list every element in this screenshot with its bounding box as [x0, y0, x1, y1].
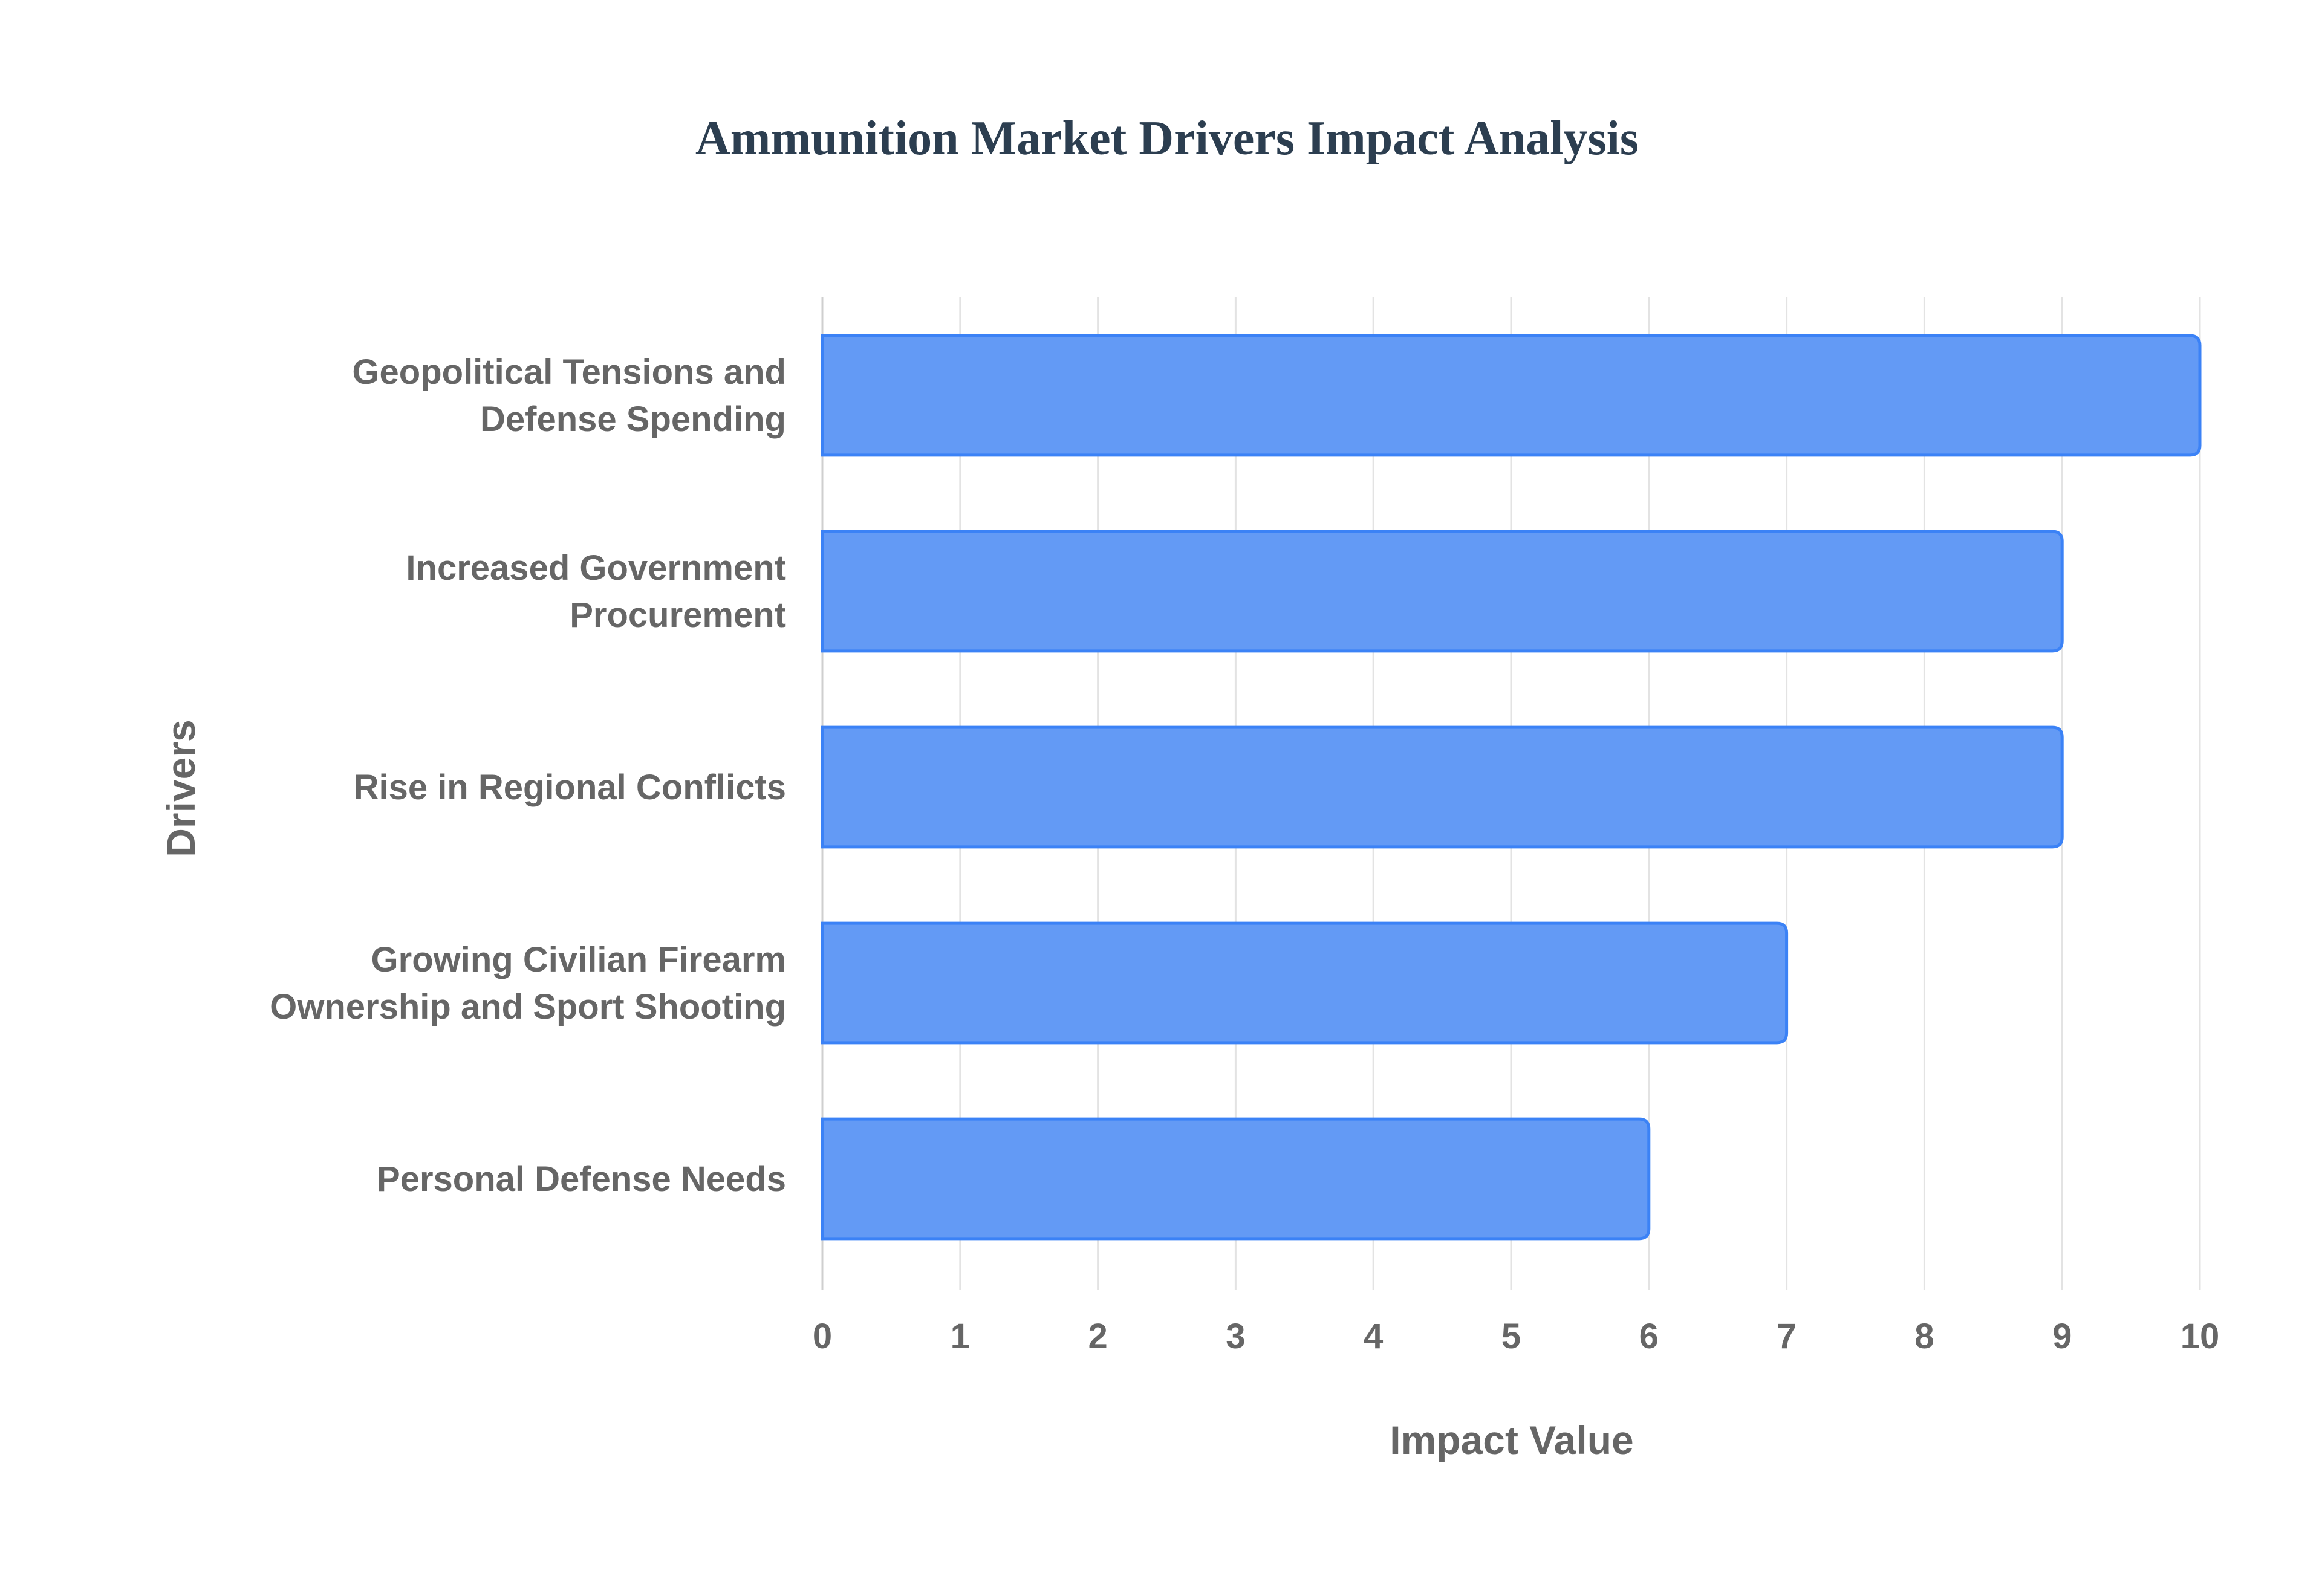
x-tick-label: 2	[1088, 1317, 1107, 1356]
chart-title: Ammunition Market Drivers Impact Analysi…	[695, 112, 1639, 165]
x-tick-labels: 0 1 2 3 4 5 6 7 8 9 10	[813, 1317, 2219, 1356]
y-tick-label: Procurement	[570, 595, 786, 635]
y-tick-label: Personal Defense Needs	[377, 1160, 786, 1199]
bar	[821, 725, 2064, 849]
x-tick-label: 1	[951, 1317, 970, 1356]
y-tick-label: Geopolitical Tensions and	[352, 352, 786, 392]
y-tick-label: Growing Civilian Firearm	[371, 940, 786, 979]
y-tick-label: Increased Government	[406, 548, 786, 588]
x-tick-label: 4	[1364, 1317, 1383, 1356]
y-tick-labels: Geopolitical Tensions and Defense Spendin…	[270, 352, 786, 1199]
x-tick-label: 5	[1501, 1317, 1521, 1356]
y-tick-label: Ownership and Sport Shooting	[270, 987, 786, 1027]
bar	[821, 921, 1789, 1045]
x-tick-label: 6	[1639, 1317, 1659, 1356]
x-axis-title: Impact Value	[1390, 1418, 1634, 1462]
x-tick-label: 8	[1914, 1317, 1934, 1356]
bar	[821, 1117, 1651, 1241]
y-tick-label: Rise in Regional Conflicts	[354, 768, 786, 807]
bar	[821, 530, 2064, 653]
y-axis-title: Drivers	[158, 719, 203, 857]
bars	[821, 334, 2202, 1241]
y-tick-label: Defense Spending	[480, 400, 786, 439]
x-tick-label: 10	[2181, 1317, 2220, 1356]
x-tick-label: 3	[1226, 1317, 1245, 1356]
x-tick-label: 7	[1777, 1317, 1796, 1356]
x-tick-label: 9	[2052, 1317, 2072, 1356]
bar	[821, 334, 2202, 457]
x-tick-label: 0	[813, 1317, 832, 1356]
